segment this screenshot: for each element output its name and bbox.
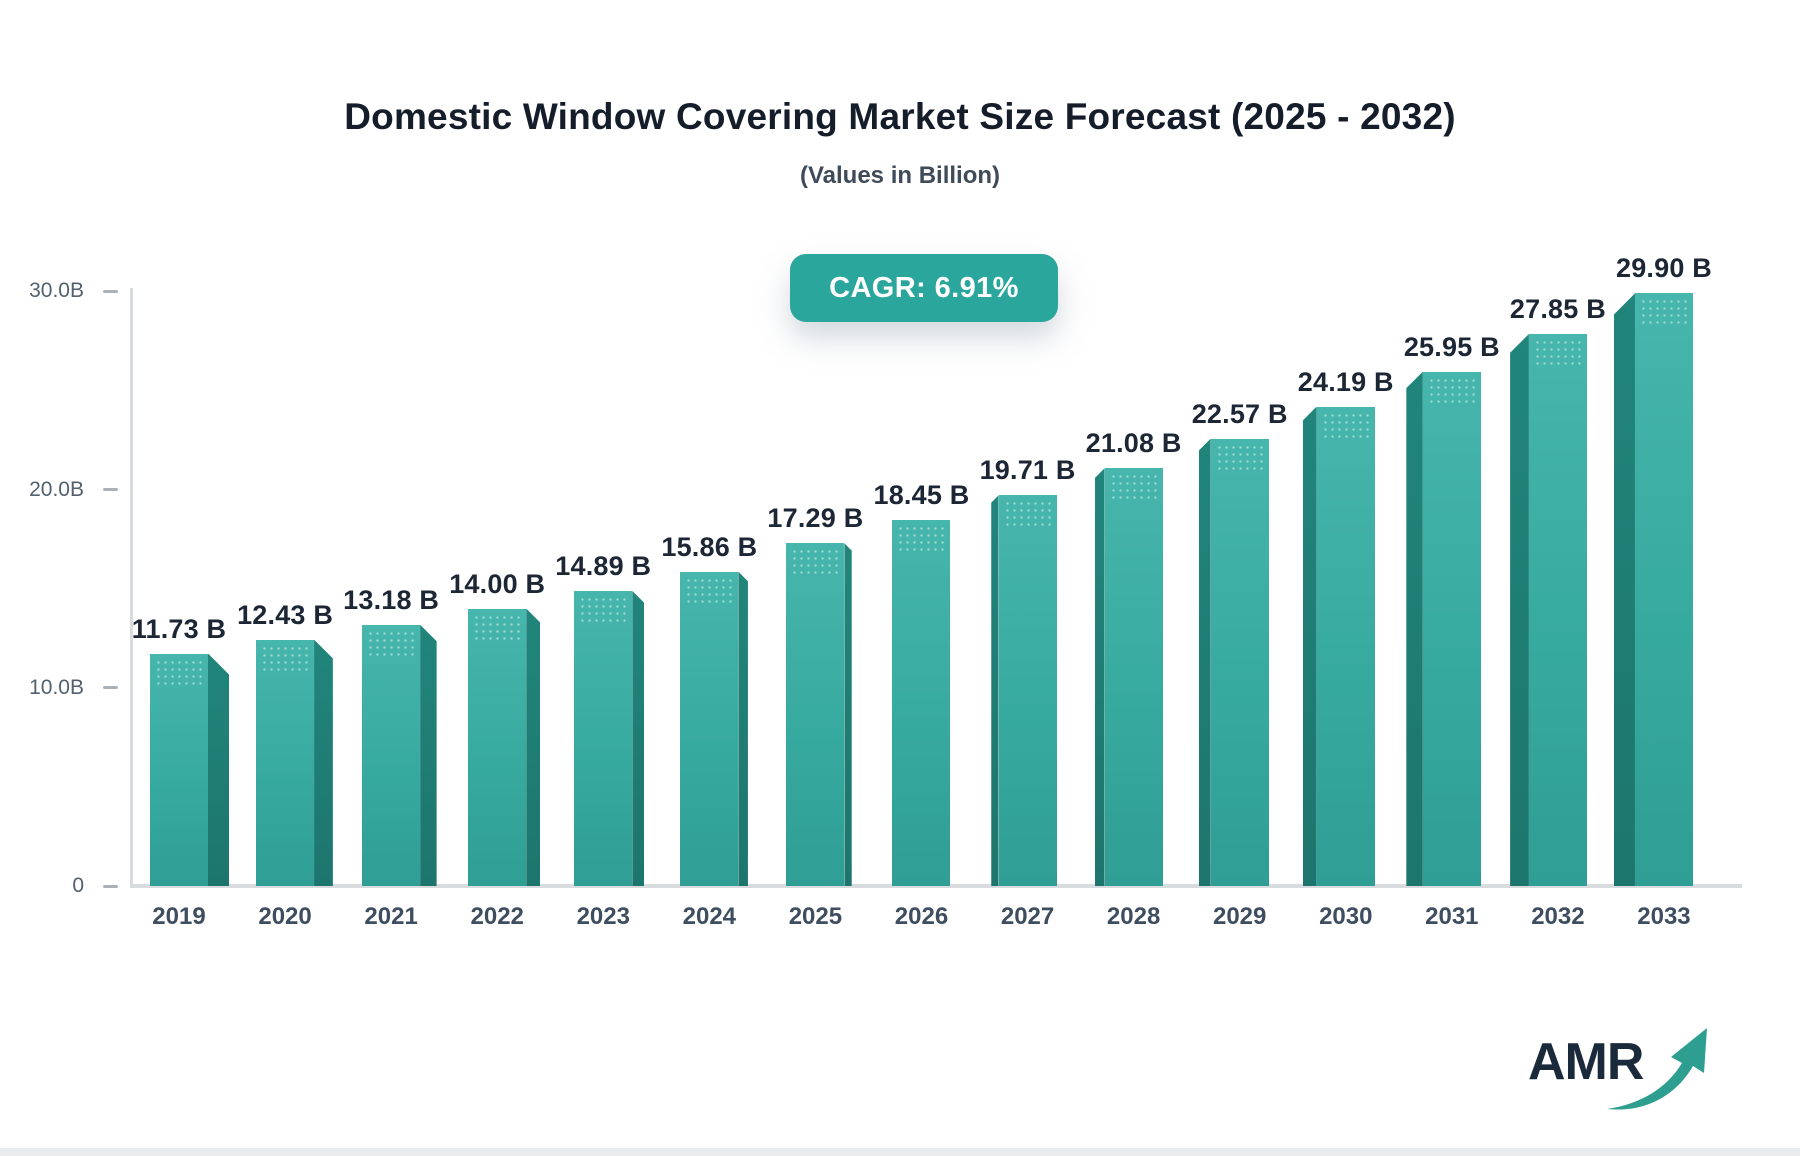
y-tick-label: 20.0B bbox=[29, 477, 84, 501]
year-label: 2029 bbox=[1212, 903, 1267, 930]
year-label: 2030 bbox=[1319, 903, 1373, 930]
bar bbox=[256, 639, 315, 886]
bar bbox=[362, 624, 421, 886]
chart-title: Domestic Window Covering Market Size For… bbox=[344, 96, 1456, 137]
y-tick-label: 30.0B bbox=[29, 279, 84, 303]
bar-side bbox=[1510, 334, 1529, 886]
value-label: 24.19 B bbox=[1297, 366, 1394, 397]
year-label: 2023 bbox=[576, 903, 630, 930]
bar bbox=[1528, 334, 1587, 886]
bar-side bbox=[738, 571, 748, 886]
value-label: 11.73 B bbox=[131, 613, 227, 644]
year-label: 2026 bbox=[894, 903, 949, 930]
y-tick-mark bbox=[103, 289, 118, 293]
bar-side bbox=[844, 543, 852, 886]
year-label: 2022 bbox=[470, 903, 524, 930]
y-tick-mark bbox=[103, 488, 118, 492]
y-tick-mark bbox=[103, 686, 118, 690]
value-label: 29.90 B bbox=[1615, 253, 1712, 284]
value-label: 13.18 B bbox=[343, 584, 440, 615]
chart-subtitle: (Values in Billion) bbox=[799, 162, 1001, 189]
cagr-badge: CAGR: 6.91% bbox=[790, 254, 1058, 322]
value-label: 21.08 B bbox=[1085, 428, 1182, 459]
bar-side bbox=[1613, 293, 1635, 886]
bar bbox=[1316, 406, 1375, 886]
value-label: 27.85 B bbox=[1509, 294, 1606, 324]
y-tick-label: 10.0B bbox=[29, 675, 84, 699]
bar bbox=[574, 590, 633, 886]
bar bbox=[468, 608, 527, 886]
bar bbox=[680, 571, 739, 886]
cagr-badge-label: CAGR: 6.91% bbox=[829, 271, 1019, 304]
value-label: 18.45 B bbox=[873, 480, 970, 511]
value-label: 14.00 B bbox=[449, 568, 546, 599]
bar-side bbox=[1406, 371, 1423, 886]
year-label: 2032 bbox=[1531, 903, 1585, 930]
bar bbox=[1210, 438, 1269, 886]
bar-side bbox=[991, 495, 999, 886]
value-label: 22.57 B bbox=[1191, 398, 1288, 429]
y-tick-label: 0 bbox=[72, 874, 84, 897]
y-axis-line bbox=[130, 288, 133, 888]
bar bbox=[150, 653, 208, 886]
year-label: 2027 bbox=[1000, 903, 1055, 930]
value-label: 15.86 B bbox=[661, 531, 758, 562]
year-label: 2019 bbox=[152, 903, 206, 930]
bar bbox=[1634, 293, 1693, 886]
bar bbox=[1104, 468, 1163, 886]
bar-side bbox=[420, 624, 437, 886]
bar-side bbox=[632, 590, 645, 886]
bar-side bbox=[1302, 406, 1317, 886]
bar-side bbox=[1198, 438, 1211, 886]
bar bbox=[1422, 371, 1481, 886]
bar bbox=[892, 520, 951, 886]
year-label: 2033 bbox=[1637, 903, 1691, 930]
bar-side bbox=[526, 608, 541, 886]
value-label: 14.89 B bbox=[555, 550, 652, 581]
growth-arrow-icon bbox=[1607, 1028, 1707, 1110]
value-label: 17.29 B bbox=[767, 503, 864, 534]
bar-side bbox=[314, 639, 333, 886]
y-tick-mark bbox=[103, 884, 118, 888]
value-label: 12.43 B bbox=[237, 599, 334, 630]
logo-text: AMR bbox=[1528, 1033, 1644, 1091]
bar bbox=[998, 495, 1057, 886]
value-label: 19.71 B bbox=[979, 455, 1076, 486]
year-label: 2031 bbox=[1425, 903, 1479, 930]
x-axis-line bbox=[130, 884, 1742, 888]
logo: AMR bbox=[1528, 1028, 1707, 1110]
year-label: 2025 bbox=[788, 903, 843, 930]
year-label: 2020 bbox=[258, 903, 312, 930]
year-label: 2028 bbox=[1106, 903, 1161, 930]
year-label: 2021 bbox=[364, 903, 418, 930]
year-label: 2024 bbox=[682, 903, 737, 930]
bar-side bbox=[1095, 468, 1105, 886]
value-label: 25.95 B bbox=[1403, 331, 1500, 362]
bar bbox=[786, 543, 845, 886]
bar-side bbox=[208, 653, 230, 886]
bottom-edge bbox=[0, 1148, 1800, 1156]
